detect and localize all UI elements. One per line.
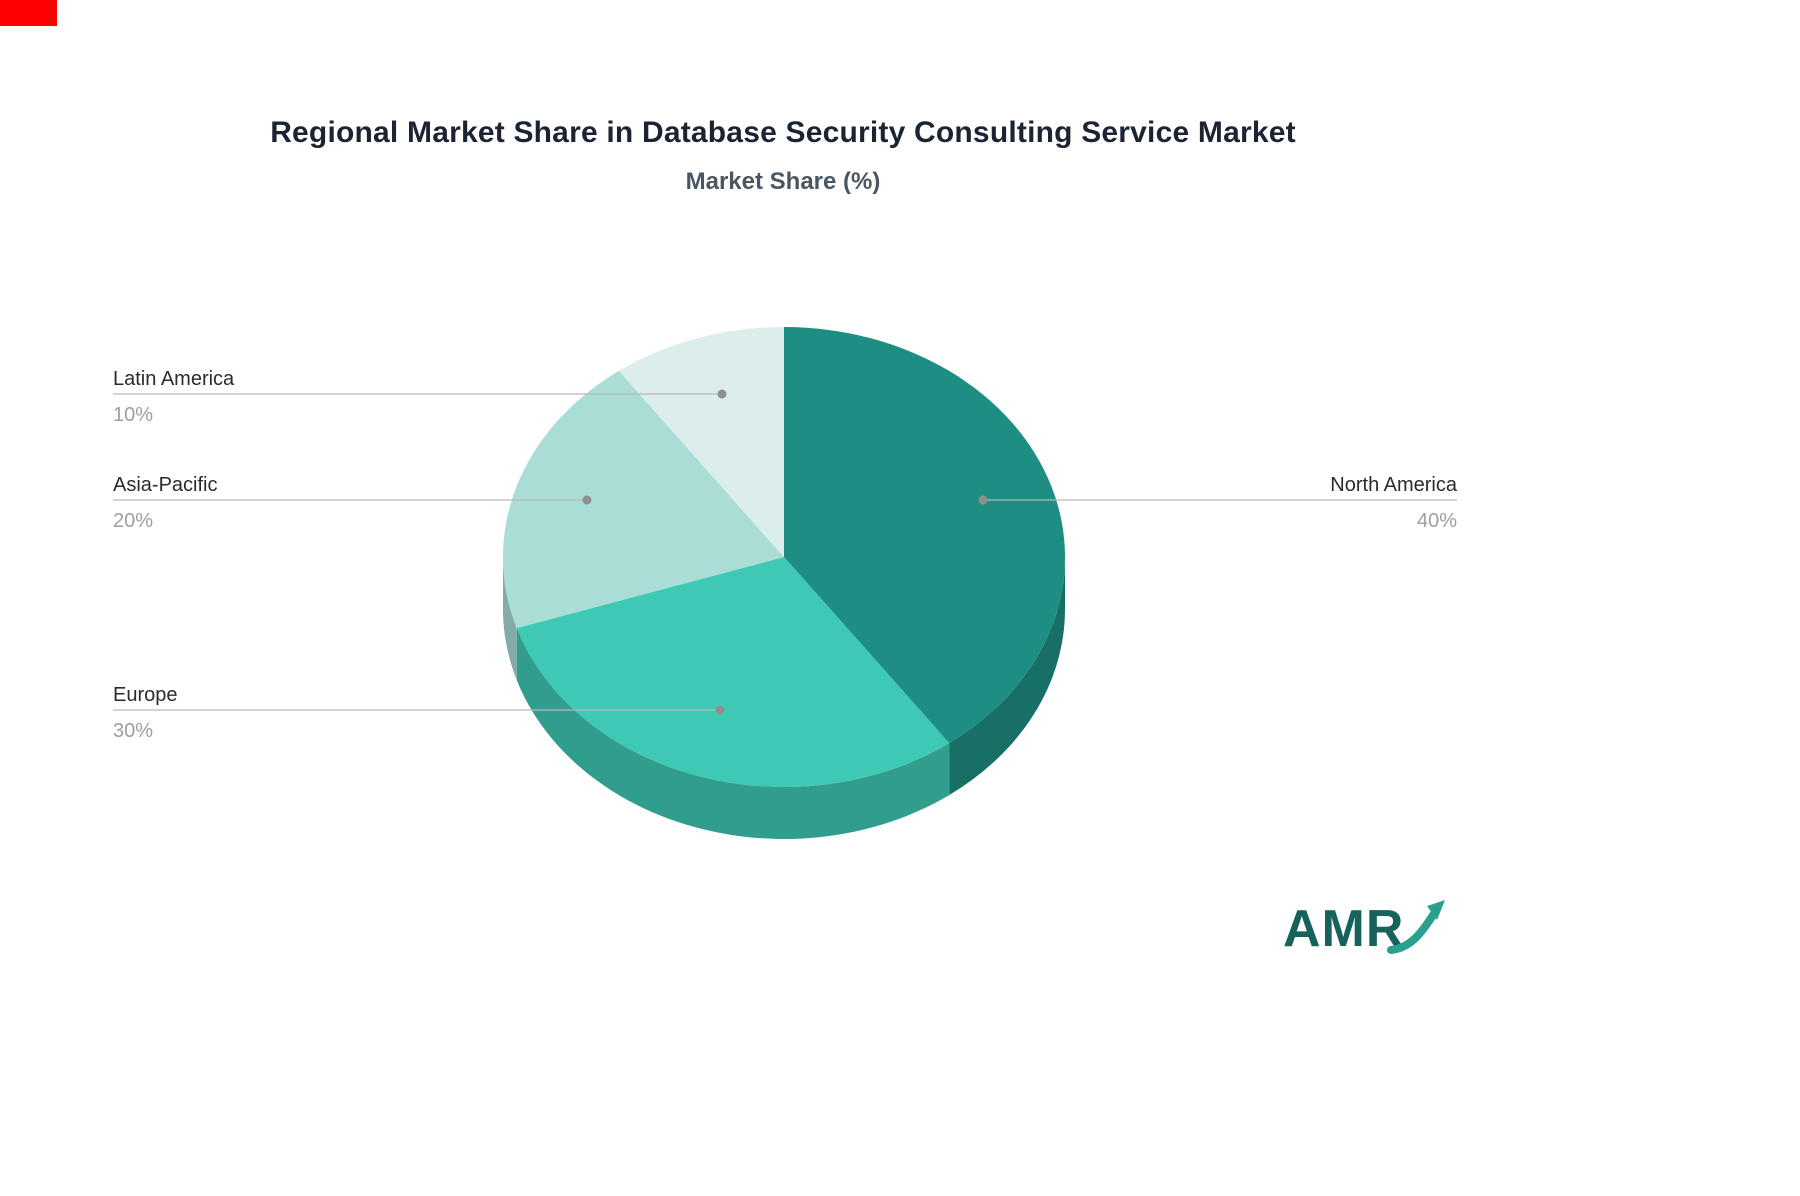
- leader-dot-latin-america: [717, 389, 727, 399]
- label-europe: Europe 30%: [113, 682, 178, 744]
- title-block: Regional Market Share in Database Securi…: [0, 116, 1566, 196]
- pie-slice-north-america: [784, 327, 1065, 744]
- label-latin-america: Latin America 10%: [113, 366, 234, 428]
- pie-slice-asia-pacific: [502, 370, 784, 629]
- leader-dots: [582, 389, 988, 715]
- leader-lines: [113, 393, 1457, 711]
- amr-logo: AMR: [1283, 898, 1463, 970]
- amr-logo-text: AMR: [1283, 900, 1405, 958]
- label-north-america-value: 40%: [1416, 510, 1457, 532]
- label-asia-pacific: Asia-Pacific 20%: [113, 472, 217, 534]
- pie-slice-side-europe: [516, 628, 950, 839]
- leader-dot-europe: [715, 705, 725, 715]
- leader-dot-asia-pacific: [582, 495, 592, 505]
- pie-slice-europe: [516, 557, 950, 787]
- pie-slices: [502, 327, 1065, 839]
- label-north-america: North America 40%: [1330, 472, 1457, 534]
- amr-logo-arrow-icon: [1387, 900, 1445, 954]
- chart-subtitle: Market Share (%): [685, 168, 881, 195]
- corner-marker: [0, 0, 57, 26]
- leader-dot-north-america: [978, 495, 988, 505]
- label-latin-america-value: 10%: [113, 404, 154, 426]
- label-europe-name: Europe: [113, 684, 178, 706]
- label-asia-pacific-value: 20%: [113, 510, 154, 532]
- label-latin-america-name: Latin America: [113, 368, 235, 390]
- chart-title: Regional Market Share in Database Securi…: [270, 116, 1296, 149]
- pie-slice-side-north-america: [949, 557, 1065, 796]
- pie-slice-latin-america: [618, 327, 784, 557]
- pie-slice-side-asia-pacific: [503, 557, 517, 681]
- label-europe-value: 30%: [113, 720, 154, 742]
- label-north-america-name: North America: [1330, 474, 1457, 496]
- label-asia-pacific-name: Asia-Pacific: [113, 474, 218, 496]
